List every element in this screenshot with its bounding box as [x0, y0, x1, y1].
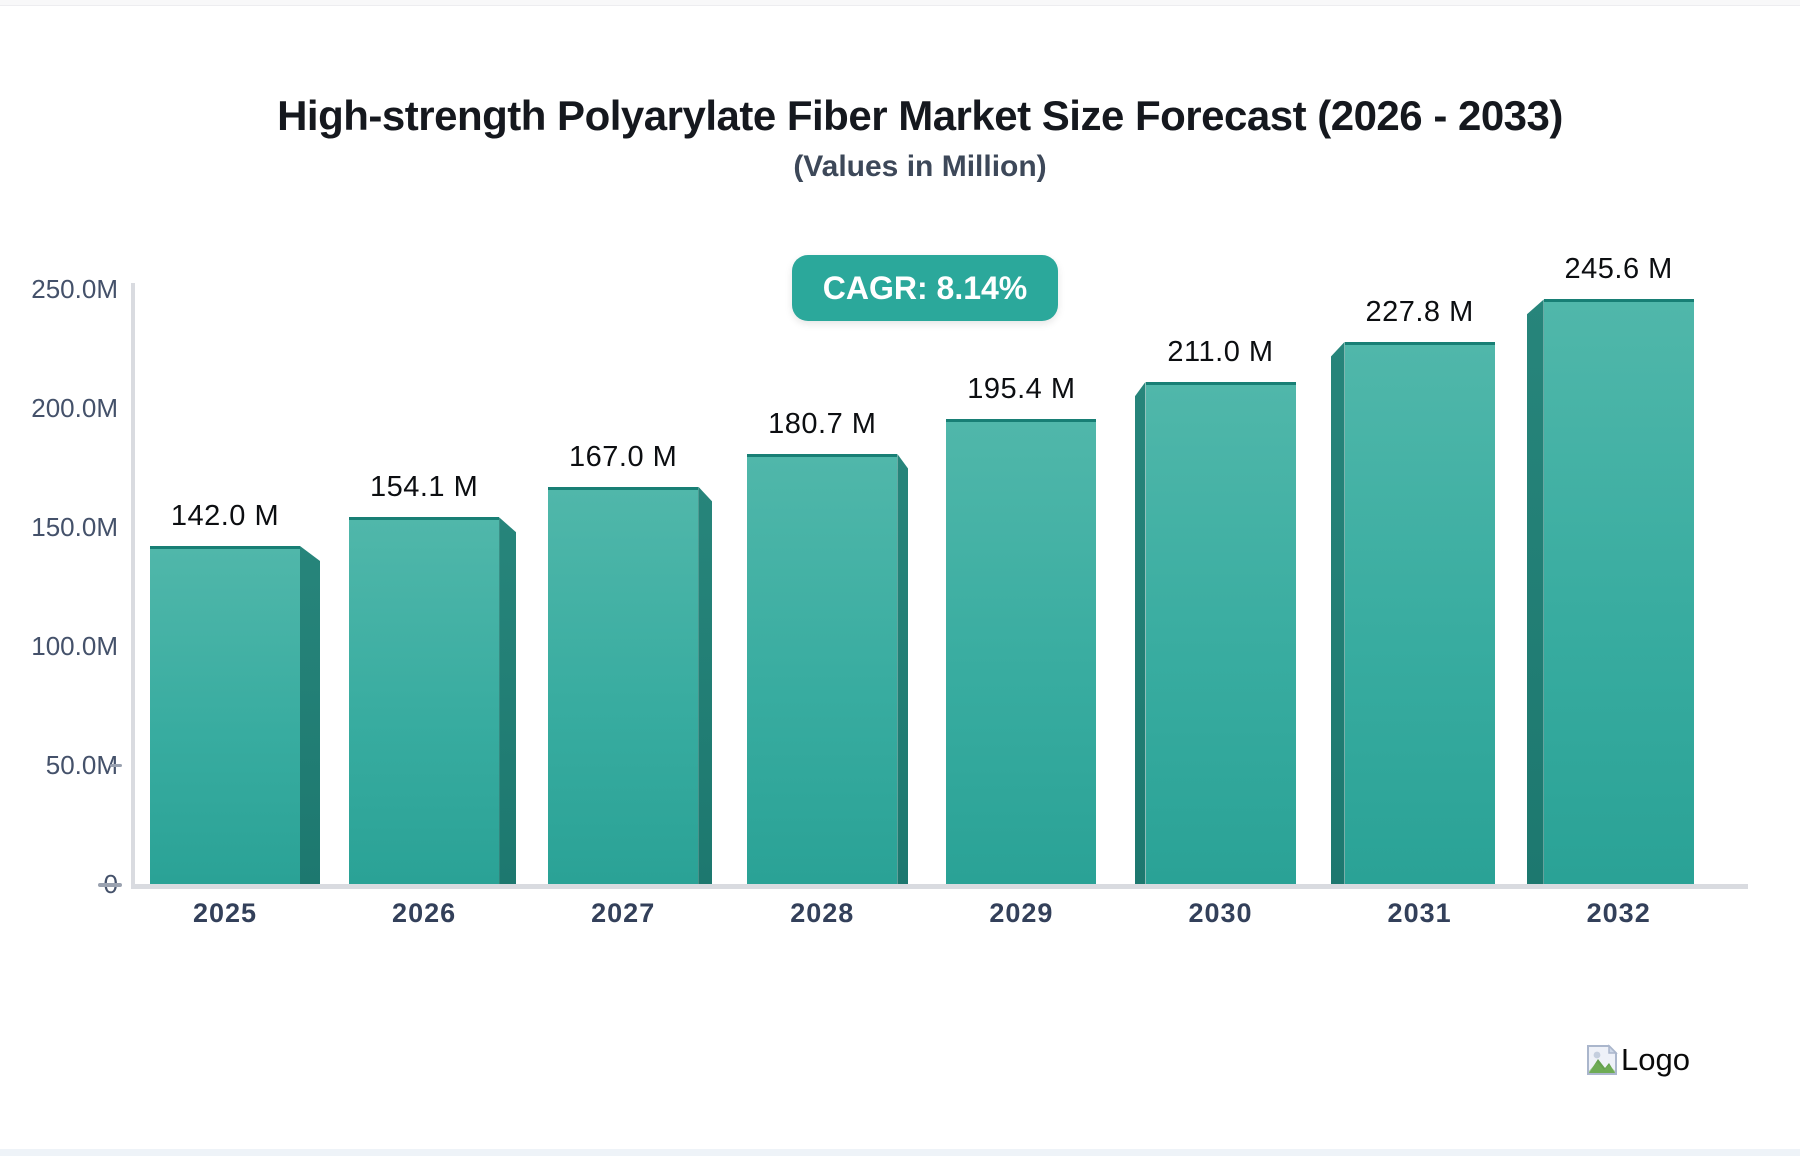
y-axis-tick-label-150.0M: 150.0M — [31, 512, 118, 542]
x-axis-label-2028: 2028 — [790, 898, 855, 928]
x-axis-label-2031: 2031 — [1387, 898, 1452, 928]
bar-2029 — [946, 418, 1097, 884]
bar-value-label-2031: 227.8 M — [1365, 295, 1474, 328]
bar-value-label-2026: 154.1 M — [369, 471, 479, 504]
bar-value-label-2028: 180.7 M — [768, 407, 877, 440]
bar-2026 — [349, 517, 500, 884]
bar-2028 — [747, 453, 898, 884]
x-axis-label-2025: 2025 — [192, 898, 258, 928]
top-edge-strip — [0, 0, 1800, 6]
bar-2030 — [1145, 381, 1296, 884]
chart-title: High-strength Polyarylate Fiber Market S… — [277, 92, 1563, 139]
x-axis-label-2032: 2032 — [1586, 898, 1651, 928]
y-axis-tick-label-250.0M: 250.0M — [31, 274, 118, 304]
x-axis-label-2029: 2029 — [989, 898, 1054, 928]
bar-2025 — [150, 546, 300, 884]
bar-value-label-2030: 211.0 M — [1167, 335, 1274, 368]
bar-2027 — [548, 486, 699, 884]
y-axis-line — [131, 283, 135, 889]
bar-side-face-2030 — [1134, 381, 1146, 884]
y-axis-tick-mark-0 — [98, 883, 122, 887]
bar-side-face-2025 — [300, 546, 320, 884]
y-axis-tick-mark-50.0M — [110, 764, 122, 767]
bar-value-label-2029: 195.4 M — [967, 372, 1076, 405]
broken-image-icon — [1587, 1044, 1618, 1075]
y-axis-tick-label-200.0M: 200.0M — [31, 393, 118, 423]
bar-value-label-2027: 167.0 M — [569, 440, 678, 473]
logo-placeholder: Logo — [1584, 1040, 1690, 1080]
bar-2031 — [1344, 341, 1495, 884]
bar-side-face-2031 — [1330, 341, 1345, 884]
y-axis-tick-label-50.0M: 50.0M — [45, 750, 118, 780]
chart-subtitle: (Values in Million) — [793, 150, 1047, 183]
bar-side-face-2028 — [897, 453, 909, 884]
x-axis-line — [131, 884, 1748, 889]
x-axis-label-2026: 2026 — [392, 898, 457, 928]
logo-alt-text: Logo — [1621, 1042, 1690, 1077]
bar-side-face-2026 — [499, 517, 517, 884]
x-axis-label-2030: 2030 — [1188, 898, 1253, 928]
bar-value-label-2032: 245.6 M — [1564, 253, 1673, 286]
y-axis-tick-label-100.0M: 100.0M — [31, 631, 118, 661]
bottom-edge-strip — [0, 1149, 1800, 1156]
bar-side-face-2032 — [1526, 299, 1544, 884]
x-axis-label-2027: 2027 — [591, 898, 656, 928]
bar-value-label-2025: 142.0 M — [170, 500, 280, 533]
cagr-badge: CAGR: 8.14% — [792, 255, 1058, 321]
bar-2032 — [1543, 299, 1694, 884]
bar-side-face-2027 — [698, 486, 713, 884]
